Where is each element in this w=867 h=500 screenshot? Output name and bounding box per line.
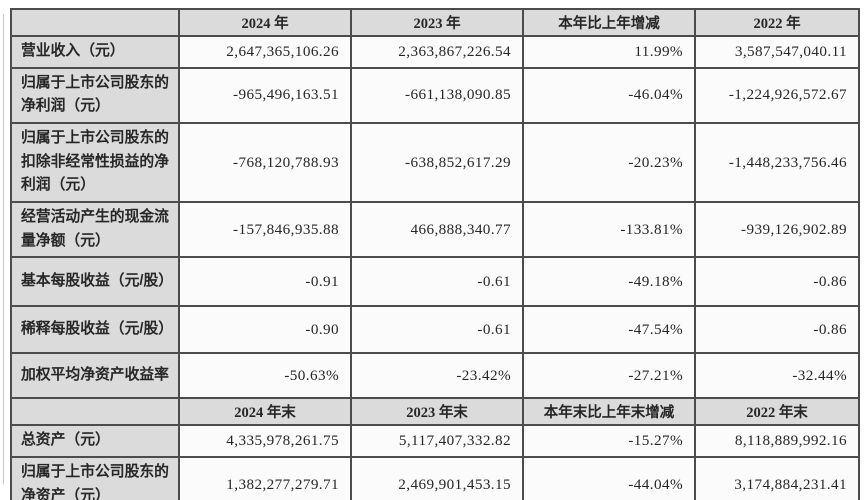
table-row: 经营活动产生的现金流量净额（元） -157,846,935.88 466,888,3… [10, 201, 860, 259]
row-label-cell: 归属于上市公司股东的净资产（元） [10, 456, 180, 500]
table-body: 2024 年 2023 年本年比上年增减 2022 年营业收入（元） 2,647,36… [10, 8, 860, 500]
table-row: 加权平均净资产收益率 -50.63% -23.42% -27.21% -32.44% [10, 352, 860, 400]
column-header: 2024 年末 [178, 397, 352, 427]
table-row: 归属于上市公司股东的扣除非经常性损益的净利润（元） -768,120,788.93… [10, 122, 860, 204]
value-cell: -965,496,163.51 [178, 66, 352, 125]
value-cell: -661,138,090.85 [350, 66, 524, 125]
value-cell: 3,587,547,040.11 [694, 35, 860, 69]
table-row: 营业收入（元） 2,647,365,106.26 2,363,867,226.54 1… [10, 35, 860, 69]
value-cell: -0.86 [694, 256, 860, 308]
value-cell: -638,852,617.29 [350, 122, 524, 204]
table-row: 归属于上市公司股东的净利润（元） -965,496,163.51 -661,138,… [10, 66, 860, 125]
column-header: 2022 年末 [694, 397, 860, 427]
header-row: 2024 年末 2023 年末 本年末比上年末增减 2022 年末 [10, 397, 860, 427]
value-cell: 1,382,277,279.71 [178, 456, 352, 500]
value-cell: -0.61 [350, 305, 524, 355]
value-cell: -46.04% [522, 66, 696, 125]
financial-summary-table: 2024 年 2023 年本年比上年增减 2022 年营业收入（元） 2,647,36… [10, 8, 860, 500]
row-label-cell: 总资产（元） [10, 424, 180, 459]
value-cell: -47.54% [522, 305, 696, 355]
value-cell: 3,174,884,231.41 [694, 456, 860, 500]
corner-cell [10, 397, 180, 427]
value-cell: 8,118,889,992.16 [694, 424, 860, 459]
value-cell: -939,126,902.89 [694, 201, 860, 259]
value-cell: -1,448,233,756.46 [694, 122, 860, 204]
table-row: 归属于上市公司股东的净资产（元） 1,382,277,279.71 2,469,90… [10, 456, 860, 500]
value-cell: 466,888,340.77 [350, 201, 524, 259]
row-label-cell: 基本每股收益（元/股） [10, 256, 180, 308]
value-cell: -50.63% [178, 352, 352, 400]
row-label-cell: 加权平均净资产收益率 [10, 352, 180, 400]
column-header: 本年末比上年末增减 [522, 397, 696, 427]
table-row: 总资产（元） 4,335,978,261.75 5,117,407,332.82 -1… [10, 424, 860, 459]
value-cell: 2,647,365,106.26 [178, 35, 352, 69]
value-cell: -0.86 [694, 305, 860, 355]
value-cell: -768,120,788.93 [178, 122, 352, 204]
page-edge-line [3, 14, 4, 484]
column-header: 2023 年 [350, 8, 524, 37]
value-cell: -133.81% [522, 201, 696, 259]
value-cell: -23.42% [350, 352, 524, 400]
column-header: 2024 年 [178, 8, 352, 37]
column-header: 本年比上年增减 [522, 8, 696, 37]
value-cell: 2,469,901,453.15 [350, 456, 524, 500]
value-cell: -15.27% [522, 424, 696, 459]
value-cell: -20.23% [522, 122, 696, 204]
row-label-cell: 稀释每股收益（元/股） [10, 305, 180, 355]
corner-cell [10, 8, 180, 37]
value-cell: 11.99% [522, 35, 696, 69]
value-cell: -0.90 [178, 305, 352, 355]
row-label-cell: 经营活动产生的现金流量净额（元） [10, 201, 180, 259]
value-cell: -1,224,926,572.67 [694, 66, 860, 125]
value-cell: -49.18% [522, 256, 696, 308]
value-cell: 4,335,978,261.75 [178, 424, 352, 459]
value-cell: -44.04% [522, 456, 696, 500]
row-label-cell: 营业收入（元） [10, 35, 180, 69]
value-cell: -32.44% [694, 352, 860, 400]
value-cell: -157,846,935.88 [178, 201, 352, 259]
header-row: 2024 年 2023 年本年比上年增减 2022 年 [10, 8, 860, 37]
row-label-cell: 归属于上市公司股东的净利润（元） [10, 66, 180, 125]
value-cell: -0.91 [178, 256, 352, 308]
value-cell: -0.61 [350, 256, 524, 308]
column-header: 2023 年末 [350, 397, 524, 427]
value-cell: -27.21% [522, 352, 696, 400]
table-row: 稀释每股收益（元/股） -0.90 -0.61 -47.54% -0.86 [10, 305, 860, 355]
table-row: 基本每股收益（元/股） -0.91 -0.61 -49.18% -0.86 [10, 256, 860, 308]
row-label-cell: 归属于上市公司股东的扣除非经常性损益的净利润（元） [10, 122, 180, 204]
column-header: 2022 年 [694, 8, 860, 37]
value-cell: 5,117,407,332.82 [350, 424, 524, 459]
value-cell: 2,363,867,226.54 [350, 35, 524, 69]
